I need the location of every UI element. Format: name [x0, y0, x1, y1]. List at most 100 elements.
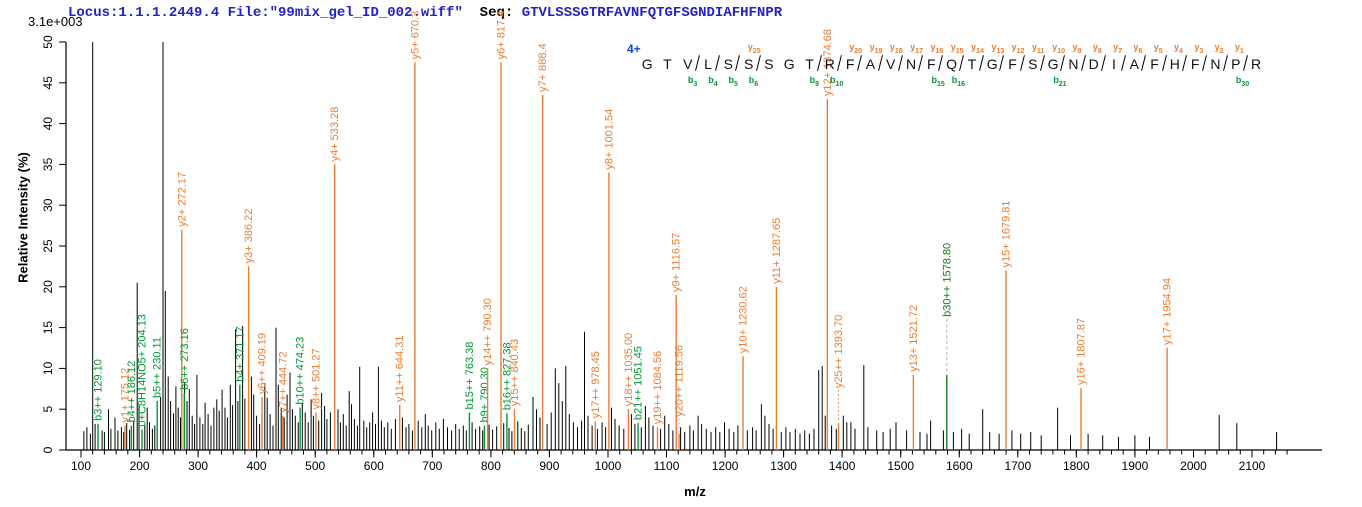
residue-cell: y20 A	[849, 42, 880, 92]
x-tick-label: 1300	[770, 459, 797, 473]
residue-cell: y9 D	[1073, 42, 1104, 92]
residue-letter: F	[1008, 56, 1017, 72]
residue-letter: A	[865, 56, 876, 72]
residue-letter: N	[905, 56, 917, 72]
residue-cell: y11 G	[1032, 42, 1063, 92]
precursor-charge-label: 4+	[627, 42, 641, 56]
x-tick-label: 1800	[1063, 459, 1090, 473]
x-tick-label: 900	[539, 459, 559, 473]
y-ion-label: y7	[1113, 42, 1123, 55]
y-ion-label: y13	[991, 42, 1005, 55]
residue-letter: R	[824, 56, 835, 72]
y-tick-label: 15	[41, 321, 55, 335]
residue-letter: S	[1028, 56, 1038, 72]
peak-label: y18++ 1035.00	[623, 333, 635, 406]
residue-letter: G	[783, 56, 795, 72]
residue-cell: b5 S	[728, 44, 758, 92]
residue-cell: y12 S	[1012, 42, 1043, 92]
x-tick-label: 2100	[1239, 459, 1266, 473]
peak-label: y3+ 386.22	[243, 209, 255, 264]
residue-cell: G	[779, 44, 799, 92]
residue-cell: y18 N	[890, 42, 921, 92]
residue-cell: T	[799, 44, 819, 92]
residue-cell: y19 V	[870, 42, 901, 92]
peak-label: y12+ 1374.68	[822, 29, 834, 96]
x-tick-label: 1000	[595, 459, 622, 473]
residue-cell: b4 S	[708, 44, 738, 92]
peak-label: b10++ 474.23	[295, 337, 307, 405]
residue-letter: L	[704, 56, 712, 72]
b-ion-label: b30	[1235, 75, 1250, 88]
max-intensity-label: 3.1e+003	[28, 14, 83, 29]
peak-label: b6++ 273.16	[179, 328, 191, 390]
peak-label: y9+ 1116.57	[671, 233, 683, 292]
peak-label: b5++ 230.11	[152, 337, 164, 398]
x-tick-label: 200	[130, 459, 150, 473]
peak-label: b4++ 186.12	[126, 361, 138, 423]
residue-letter: F	[1190, 56, 1200, 72]
seq-label: Seq:	[462, 5, 522, 21]
residue-cell: b3 L	[688, 44, 718, 92]
x-tick-label: 100	[71, 459, 91, 473]
residue-letter: V	[683, 56, 693, 72]
y-ion-label: y5	[1153, 42, 1163, 55]
b-ion-label: b4	[708, 75, 718, 88]
residue-letter: R	[1250, 56, 1262, 72]
y-tick-label: 40	[41, 117, 55, 131]
residue-letter: S	[743, 56, 754, 72]
x-tick-label: 1700	[1004, 459, 1031, 473]
residue-cell: y25 b6 S	[748, 42, 779, 92]
peak-label: y11++ 644.31	[394, 336, 406, 402]
y-ion-label: y3	[1194, 42, 1204, 55]
y-tick-label: 45	[41, 76, 55, 90]
residue-letter: F	[845, 56, 855, 72]
y-ion-label: y4	[1174, 42, 1183, 55]
residue-letter: G	[641, 56, 653, 72]
peak-label: y6++ 409.19	[257, 333, 269, 394]
residue-cell: T	[657, 44, 677, 92]
residue-letter: S	[723, 56, 733, 72]
y-ion-label: y9	[1072, 42, 1082, 55]
peak-label: y16+ 1807.87	[1076, 318, 1088, 385]
b-ion-label: b6	[748, 75, 759, 88]
y-ion-label: y8	[1092, 42, 1102, 55]
residue-letter: Q	[946, 56, 958, 72]
residue-letter: P	[1231, 56, 1241, 72]
residue-letter: H	[1169, 56, 1180, 72]
residue-cell: G	[637, 44, 657, 92]
b-ion-label: b10	[829, 75, 844, 88]
peak-label: b9+ 790.30	[479, 367, 491, 422]
y-tick-label: 35	[41, 157, 55, 171]
residue-cell: y13 F	[991, 42, 1022, 92]
residue-letter: T	[967, 56, 977, 72]
residue-letter: N	[1210, 56, 1221, 72]
peak-label: y17++ 978.45	[590, 351, 602, 418]
y-tick-label: 20	[41, 280, 55, 294]
b-ion-label: b3	[687, 75, 698, 88]
residue-letter: T	[805, 56, 814, 72]
x-tick-label: 400	[247, 459, 267, 473]
residue-letter: G	[986, 56, 998, 72]
residue-letter: N	[1068, 56, 1079, 72]
residue-cell: b10 F	[830, 44, 860, 92]
peak-label: y15++ 840.43	[509, 339, 521, 406]
x-tick-label: 2000	[1180, 459, 1207, 473]
y-ion-label: y17	[910, 42, 923, 55]
b-ion-label: b5	[728, 75, 738, 88]
x-tick-label: 600	[364, 459, 384, 473]
peak-label: y5+ 670.3	[409, 11, 421, 60]
b-ion-label: b9	[809, 75, 820, 88]
residue-cell: y10 b21 N	[1052, 42, 1083, 92]
peak-label: y11+ 1287.65	[771, 218, 783, 284]
x-axis-title: m/z	[684, 484, 706, 499]
peak-label: y13+ 1521.72	[908, 305, 920, 372]
residue-letter: G	[1047, 56, 1059, 72]
residue-cell: y2 P	[1215, 42, 1246, 92]
peak-label: b30++ 1578.80	[941, 243, 953, 317]
y-tick-label: 5	[41, 406, 55, 413]
residue-letter: A	[1129, 56, 1139, 72]
x-tick-label: 1600	[946, 459, 973, 473]
y-axis-title: Relative Intensity (%)	[15, 152, 31, 283]
